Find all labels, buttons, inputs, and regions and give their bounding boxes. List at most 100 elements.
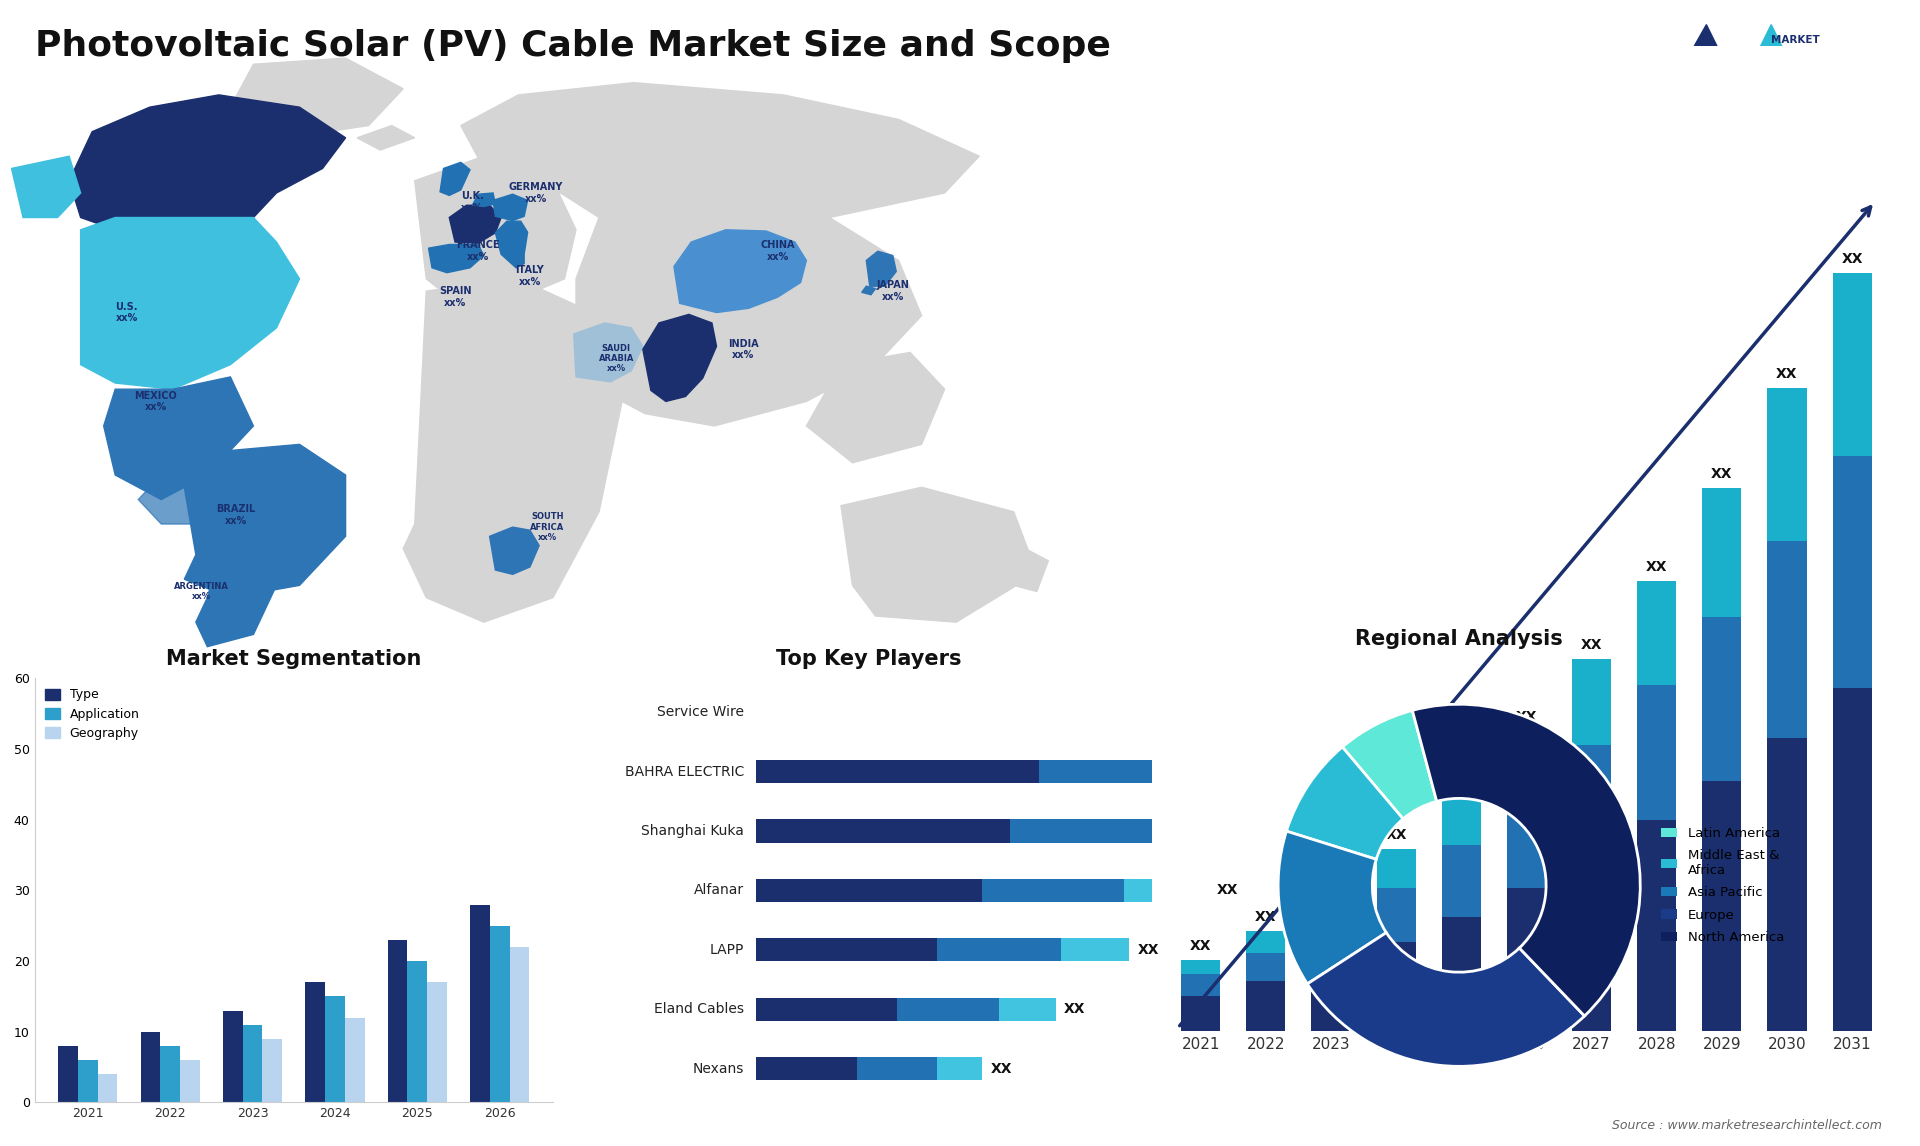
Bar <box>1311 964 1350 1031</box>
Bar <box>1768 541 1807 738</box>
Text: INDIA
xx%: INDIA xx% <box>728 338 758 360</box>
Text: Shanghai Kuka: Shanghai Kuka <box>641 824 745 838</box>
Bar <box>1246 952 1284 981</box>
Text: ITALY
xx%: ITALY xx% <box>516 265 543 286</box>
Legend: Latin America, Middle East &
Africa, Asia Pacific, Europe, North America: Latin America, Middle East & Africa, Asi… <box>1655 822 1789 949</box>
Text: LAPP: LAPP <box>710 943 745 957</box>
Bar <box>1507 799 1546 888</box>
Text: Nexans: Nexans <box>693 1061 745 1076</box>
Bar <box>1572 856 1611 1031</box>
Title: Top Key Players: Top Key Players <box>776 649 962 668</box>
Bar <box>1507 731 1546 799</box>
Text: U.S.
xx%: U.S. xx% <box>115 301 138 323</box>
Polygon shape <box>449 205 501 243</box>
Text: Alfanar: Alfanar <box>693 884 745 897</box>
Text: BRAZIL
xx%: BRAZIL xx% <box>217 504 255 526</box>
Polygon shape <box>866 251 897 286</box>
Bar <box>1377 849 1415 888</box>
Bar <box>983 879 1123 902</box>
Polygon shape <box>104 377 253 500</box>
Bar <box>1062 939 1129 961</box>
Text: XX: XX <box>1139 943 1160 957</box>
Bar <box>470 904 490 1102</box>
Bar <box>242 1025 263 1102</box>
Bar <box>407 961 428 1102</box>
Bar <box>1832 688 1872 1031</box>
Text: XX: XX <box>1450 770 1473 785</box>
Text: SOUTH
AFRICA
xx%: SOUTH AFRICA xx% <box>530 512 564 542</box>
Polygon shape <box>493 194 528 220</box>
Polygon shape <box>576 205 922 426</box>
Bar <box>1311 895 1350 924</box>
Text: SPAIN
xx%: SPAIN xx% <box>440 286 470 308</box>
Polygon shape <box>841 487 1037 622</box>
Polygon shape <box>643 314 716 401</box>
Text: XX: XX <box>991 1061 1012 1076</box>
Polygon shape <box>440 163 470 196</box>
Bar <box>755 1057 858 1081</box>
Text: XX: XX <box>1515 709 1538 724</box>
Polygon shape <box>357 126 415 150</box>
Bar <box>1572 659 1611 745</box>
Bar <box>1442 792 1480 846</box>
Bar <box>1039 760 1236 784</box>
Bar <box>1768 738 1807 1031</box>
Bar <box>1507 888 1546 1031</box>
Polygon shape <box>674 230 806 313</box>
Polygon shape <box>428 244 484 273</box>
Bar <box>998 997 1056 1021</box>
Text: INTELLECT: INTELLECT <box>1770 80 1834 91</box>
Text: XX: XX <box>1841 252 1862 266</box>
Polygon shape <box>484 108 564 181</box>
Bar <box>858 1057 937 1081</box>
Bar <box>937 939 1062 961</box>
Bar <box>1010 819 1181 842</box>
Text: JAPAN
xx%: JAPAN xx% <box>876 281 910 301</box>
Text: XX: XX <box>1190 939 1212 952</box>
Text: Eland Cables: Eland Cables <box>655 1002 745 1017</box>
Bar <box>428 982 447 1102</box>
Bar <box>1377 942 1415 1031</box>
Text: XX: XX <box>1645 559 1667 574</box>
Polygon shape <box>230 58 403 138</box>
Bar <box>509 947 530 1102</box>
Polygon shape <box>472 193 495 206</box>
Wedge shape <box>1308 933 1584 1066</box>
Text: XX: XX <box>1580 638 1603 652</box>
Polygon shape <box>415 156 576 304</box>
Bar <box>324 996 346 1102</box>
Wedge shape <box>1279 831 1386 984</box>
Text: XX: XX <box>1321 874 1342 888</box>
Bar <box>1181 960 1221 974</box>
Bar <box>1311 924 1350 964</box>
Polygon shape <box>81 218 300 390</box>
Polygon shape <box>184 445 346 598</box>
Bar <box>180 1060 200 1102</box>
Polygon shape <box>490 527 540 574</box>
Text: U.K.
xx%: U.K. xx% <box>461 191 484 213</box>
Bar <box>346 1018 365 1102</box>
Text: Service Wire: Service Wire <box>657 705 745 720</box>
Polygon shape <box>196 549 276 646</box>
Bar <box>263 1038 282 1102</box>
Bar <box>755 819 1010 842</box>
Bar <box>755 997 897 1021</box>
Bar <box>755 879 981 902</box>
Title: Market Segmentation: Market Segmentation <box>165 649 422 668</box>
Polygon shape <box>862 286 876 295</box>
Bar <box>1832 273 1872 456</box>
Title: Regional Analysis: Regional Analysis <box>1356 629 1563 649</box>
Bar <box>1181 819 1294 842</box>
Bar <box>1638 821 1676 1031</box>
Polygon shape <box>1720 25 1824 131</box>
Bar <box>223 1011 242 1102</box>
Polygon shape <box>461 83 979 230</box>
Bar <box>79 1060 98 1102</box>
Bar <box>897 997 998 1021</box>
Bar <box>1703 617 1741 782</box>
Text: ARGENTINA
xx%: ARGENTINA xx% <box>175 582 228 602</box>
Polygon shape <box>12 156 81 218</box>
Wedge shape <box>1342 711 1436 819</box>
Bar <box>1703 488 1741 617</box>
Bar <box>1377 888 1415 942</box>
